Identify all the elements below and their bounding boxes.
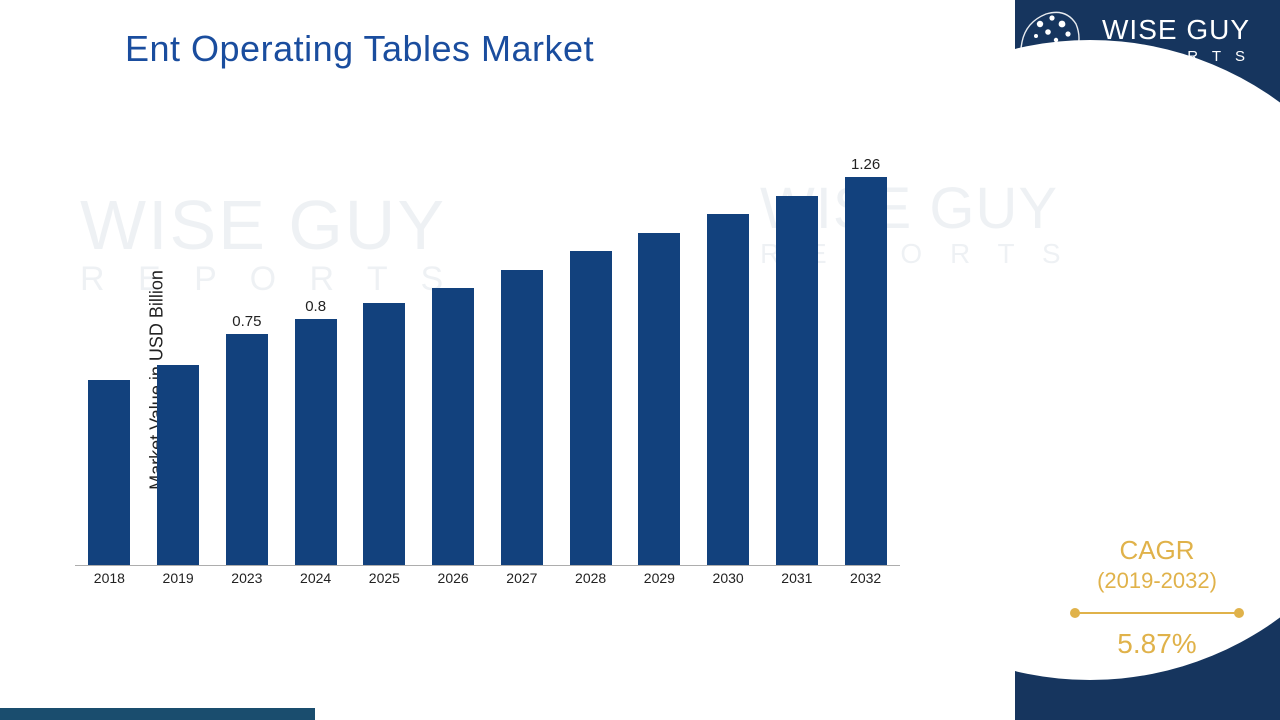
x-tick-label: 2023 (213, 570, 282, 586)
cagr-range: (2019-2032) (1072, 568, 1242, 594)
x-tick-label: 2025 (350, 570, 419, 586)
chart-title: Ent Operating Tables Market (125, 28, 594, 70)
bar (295, 319, 337, 565)
bar (845, 177, 887, 565)
logo-main: WISE GUY (1088, 16, 1250, 44)
x-tick-label: 2030 (694, 570, 763, 586)
bar-wrap (625, 165, 694, 565)
bar-value-label: 0.8 (305, 298, 326, 315)
x-tick-label: 2028 (556, 570, 625, 586)
bar-wrap (144, 165, 213, 565)
bar-wrap (350, 165, 419, 565)
x-labels-container: 2018201920232024202520262027202820292030… (75, 570, 900, 586)
chart-canvas: WISE GUY R E P O R T S WISE GUY R E P O … (0, 0, 1280, 720)
x-tick-label: 2029 (625, 570, 694, 586)
bar (226, 334, 268, 565)
cagr-divider (1072, 612, 1242, 614)
bar-value-label: 1.26 (851, 156, 880, 173)
bar (570, 251, 612, 565)
bar (157, 365, 199, 565)
bar (501, 270, 543, 565)
x-tick-label: 2032 (831, 570, 900, 586)
bar-wrap (419, 165, 488, 565)
bar-wrap: 1.26 (831, 165, 900, 565)
bar (638, 233, 680, 565)
chart-area: Market Value in USD Billion 0.750.81.26 … (75, 165, 900, 595)
bar-value-label: 0.75 (232, 313, 261, 330)
bar-wrap (75, 165, 144, 565)
cagr-value: 5.87% (1072, 628, 1242, 660)
x-tick-label: 2026 (419, 570, 488, 586)
cagr-label: CAGR (1072, 535, 1242, 566)
bar-wrap: 0.8 (281, 165, 350, 565)
bar (776, 196, 818, 565)
brand-logo: WISE GUY R E P O R T S (1088, 16, 1250, 65)
bar-wrap: 0.75 (213, 165, 282, 565)
x-axis-line (75, 565, 900, 566)
x-tick-label: 2024 (281, 570, 350, 586)
bar-wrap (694, 165, 763, 565)
bar (432, 288, 474, 565)
bar (363, 303, 405, 565)
x-tick-label: 2019 (144, 570, 213, 586)
bar (88, 380, 130, 565)
x-tick-label: 2018 (75, 570, 144, 586)
logo-sub: R E P O R T S (1088, 48, 1250, 65)
x-tick-label: 2031 (763, 570, 832, 586)
cagr-block: CAGR (2019-2032) 5.87% (1072, 535, 1242, 660)
x-tick-label: 2027 (488, 570, 557, 586)
bottom-accent-bar (0, 708, 315, 720)
bar-wrap (763, 165, 832, 565)
bar-wrap (488, 165, 557, 565)
bar-wrap (556, 165, 625, 565)
bars-container: 0.75 0.8 1.26 (75, 165, 900, 565)
bar (707, 214, 749, 565)
